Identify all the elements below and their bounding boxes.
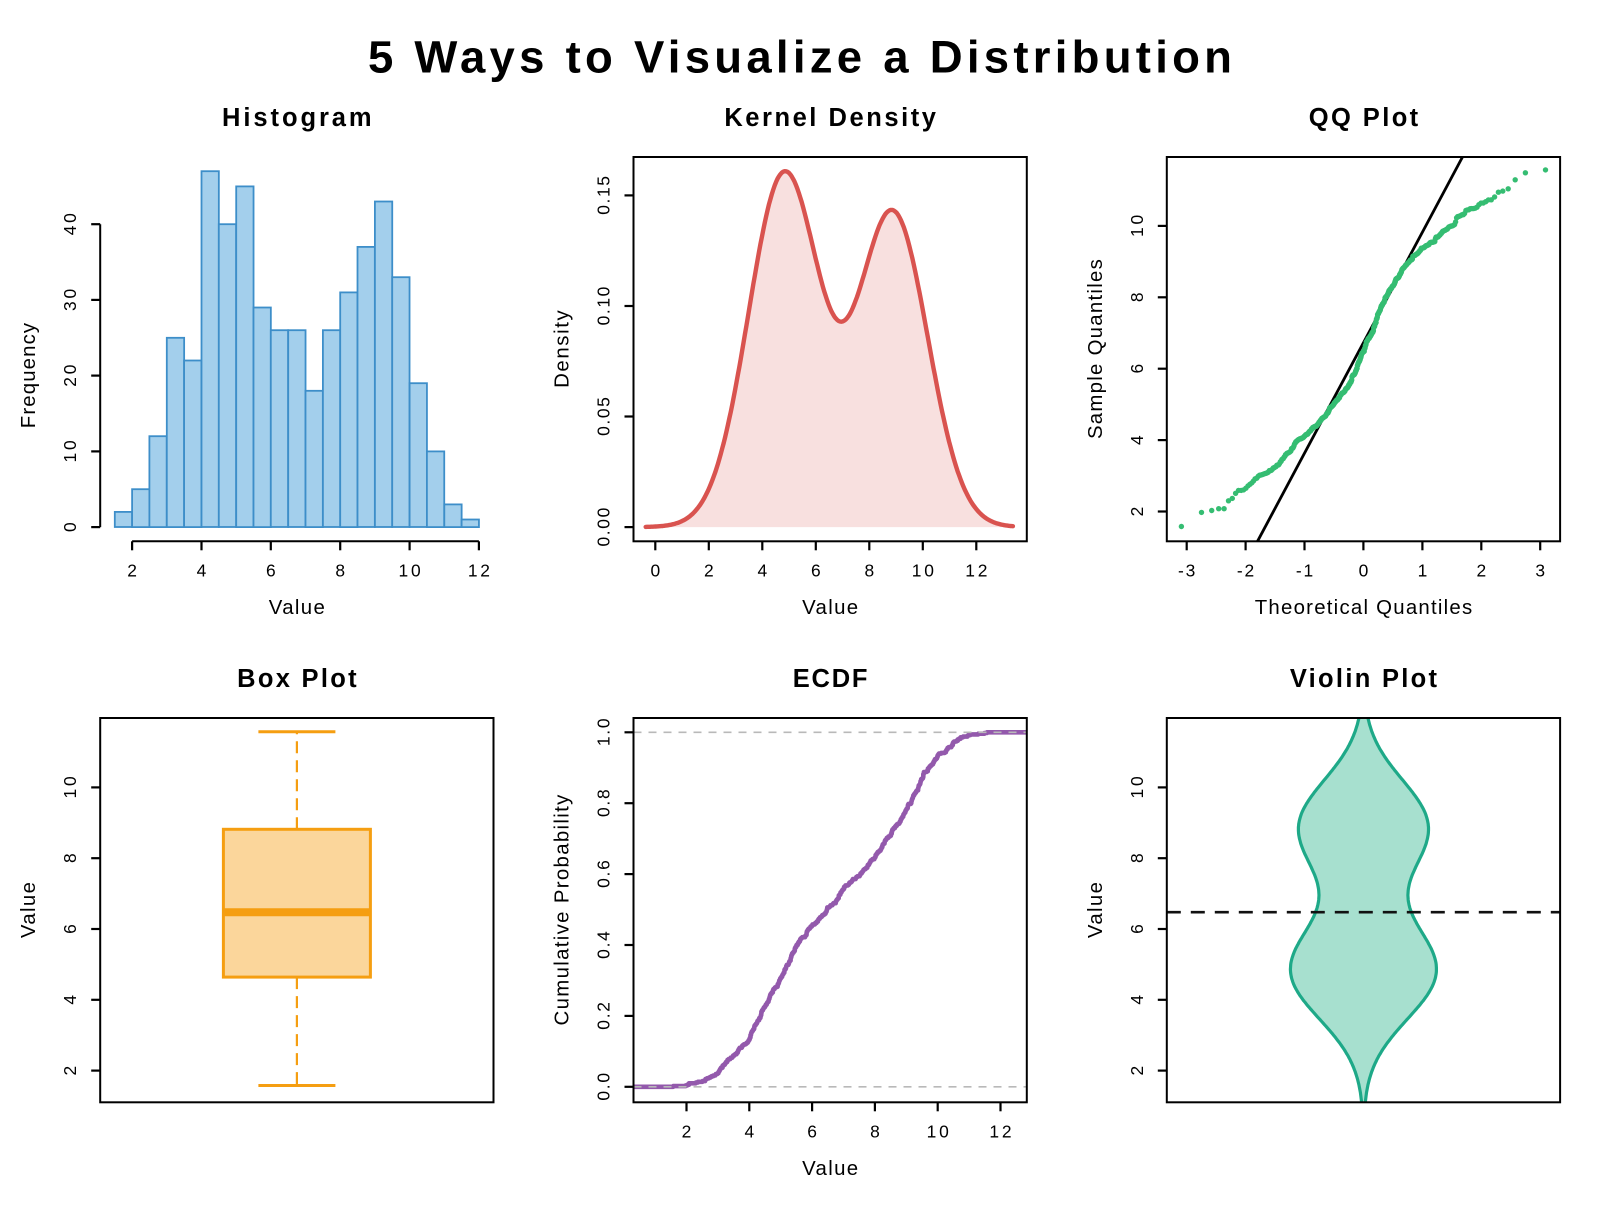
svg-text:4: 4 [1127,995,1147,1005]
svg-text:Sample Quantiles: Sample Quantiles [1085,258,1107,439]
svg-text:20: 20 [60,362,80,387]
svg-text:8: 8 [1127,853,1147,863]
svg-text:6: 6 [811,560,821,580]
svg-text:40: 40 [60,210,80,235]
svg-text:10: 10 [60,438,80,463]
svg-text:Kernel Density: Kernel Density [724,104,938,132]
svg-text:5 Ways to Visualize a Distribu: 5 Ways to Visualize a Distribution [368,32,1236,83]
svg-text:-2: -2 [1237,560,1256,580]
svg-text:4: 4 [744,1121,754,1141]
svg-text:10: 10 [1127,212,1147,237]
svg-text:0.00: 0.00 [594,506,614,546]
svg-text:0.10: 0.10 [594,285,614,325]
svg-text:Value: Value [269,597,326,619]
svg-text:0.05: 0.05 [594,396,614,436]
svg-text:Cumulative Probability: Cumulative Probability [552,793,574,1025]
svg-text:Value: Value [802,1158,859,1180]
svg-text:6: 6 [60,924,80,934]
svg-text:10: 10 [1127,774,1147,799]
svg-text:4: 4 [757,560,767,580]
svg-text:0: 0 [1359,560,1369,580]
svg-text:0: 0 [650,560,660,580]
svg-text:2: 2 [60,1066,80,1076]
svg-text:Violin Plot: Violin Plot [1290,665,1440,693]
svg-text:Box Plot: Box Plot [237,665,359,693]
svg-text:8: 8 [870,1121,880,1141]
svg-text:Value: Value [802,597,859,619]
svg-text:6: 6 [266,560,276,580]
svg-text:1: 1 [1418,560,1428,580]
svg-text:-3: -3 [1178,560,1197,580]
svg-text:10: 10 [927,1121,952,1141]
svg-text:8: 8 [864,560,874,580]
svg-text:-1: -1 [1296,560,1315,580]
svg-text:4: 4 [1127,435,1147,445]
svg-text:2: 2 [1127,1066,1147,1076]
svg-text:2: 2 [1476,560,1486,580]
svg-text:10: 10 [912,560,937,580]
svg-text:2: 2 [127,560,137,580]
svg-text:12: 12 [468,560,493,580]
svg-text:6: 6 [1127,924,1147,934]
svg-text:Histogram: Histogram [222,104,374,132]
svg-text:Value: Value [1085,881,1107,938]
svg-text:8: 8 [60,853,80,863]
svg-text:4: 4 [60,995,80,1005]
svg-text:8: 8 [1127,292,1147,302]
svg-text:12: 12 [989,1121,1014,1141]
svg-text:0: 0 [60,522,80,532]
svg-text:Frequency: Frequency [18,322,40,429]
svg-text:QQ Plot: QQ Plot [1309,104,1421,132]
svg-text:0.2: 0.2 [594,1000,614,1029]
svg-text:3: 3 [1535,560,1545,580]
svg-text:Value: Value [18,881,40,938]
svg-text:Theoretical Quantiles: Theoretical Quantiles [1255,597,1474,619]
svg-text:Density: Density [552,309,574,388]
svg-text:0.0: 0.0 [594,1071,614,1100]
svg-text:1.0: 1.0 [594,717,614,746]
svg-text:2: 2 [704,560,714,580]
svg-text:10: 10 [60,774,80,799]
svg-text:2: 2 [1127,507,1147,517]
svg-text:6: 6 [807,1121,817,1141]
svg-text:30: 30 [60,286,80,311]
svg-text:10: 10 [399,560,424,580]
svg-text:0.4: 0.4 [594,929,614,958]
svg-text:ECDF: ECDF [793,665,870,693]
svg-text:2: 2 [682,1121,692,1141]
svg-text:0.8: 0.8 [594,788,614,817]
svg-text:0.15: 0.15 [594,174,614,214]
svg-text:12: 12 [965,560,990,580]
svg-text:6: 6 [1127,364,1147,374]
svg-text:8: 8 [335,560,345,580]
svg-text:0.6: 0.6 [594,858,614,887]
svg-text:4: 4 [197,560,207,580]
